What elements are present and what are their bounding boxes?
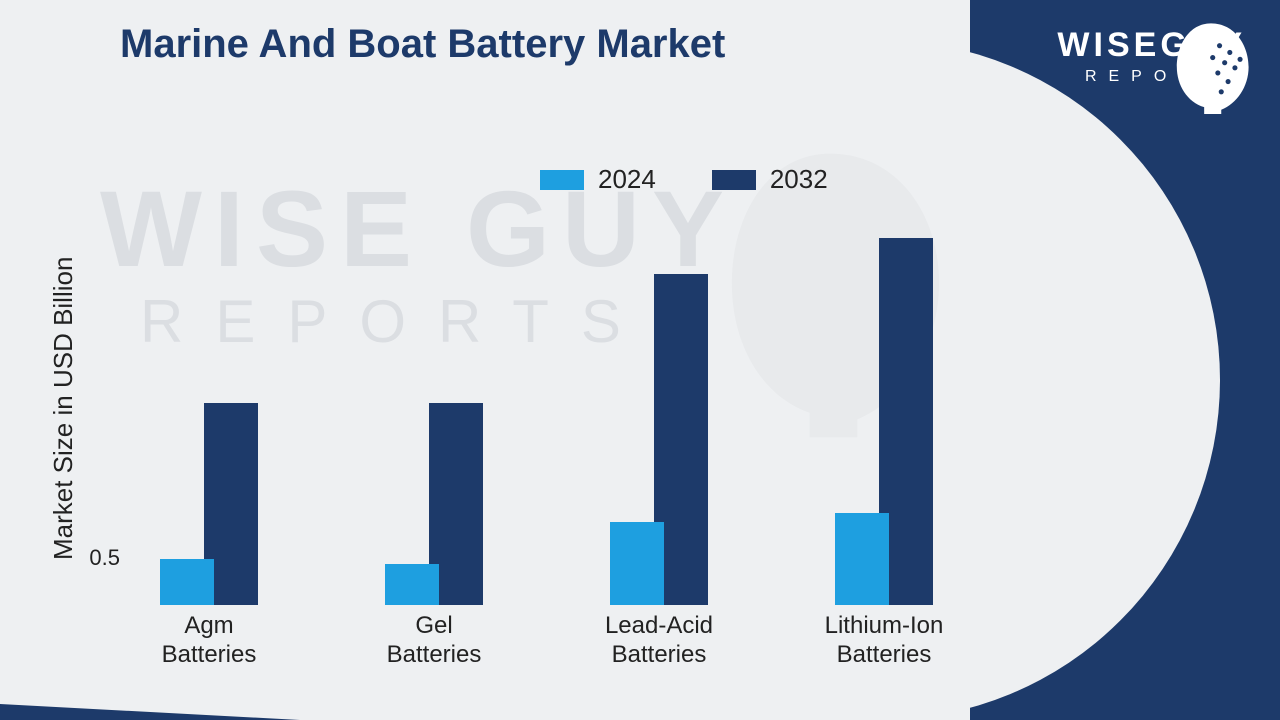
category-label-1: GelBatteries [334, 612, 534, 670]
category-label-0: AgmBatteries [109, 612, 309, 670]
footer-triangle [0, 704, 300, 720]
legend-item-2024: 2024 [540, 164, 656, 195]
bar-s2024-2 [610, 522, 664, 605]
chart-canvas: WISE GUY REPORTS Marine And Boat Battery… [0, 0, 1280, 720]
legend-swatch-2032 [712, 170, 756, 190]
legend: 2024 2032 [540, 164, 828, 195]
legend-item-2032: 2032 [712, 164, 828, 195]
legend-swatch-2024 [540, 170, 584, 190]
chart-title: Marine And Boat Battery Market [120, 22, 725, 67]
legend-label-2024: 2024 [598, 164, 656, 195]
y-axis-label: Market Size in USD Billion [48, 257, 79, 560]
plot-area [130, 210, 1030, 605]
category-label-3: Lithium-IonBatteries [784, 612, 984, 670]
brand-head-icon [1168, 20, 1254, 114]
category-label-2: Lead-AcidBatteries [559, 612, 759, 670]
bar-s2024-3 [835, 513, 889, 605]
legend-label-2032: 2032 [770, 164, 828, 195]
bar-s2024-0 [160, 559, 214, 605]
y-tick-0.5: 0.5 [60, 545, 120, 571]
bar-s2024-1 [385, 564, 439, 605]
